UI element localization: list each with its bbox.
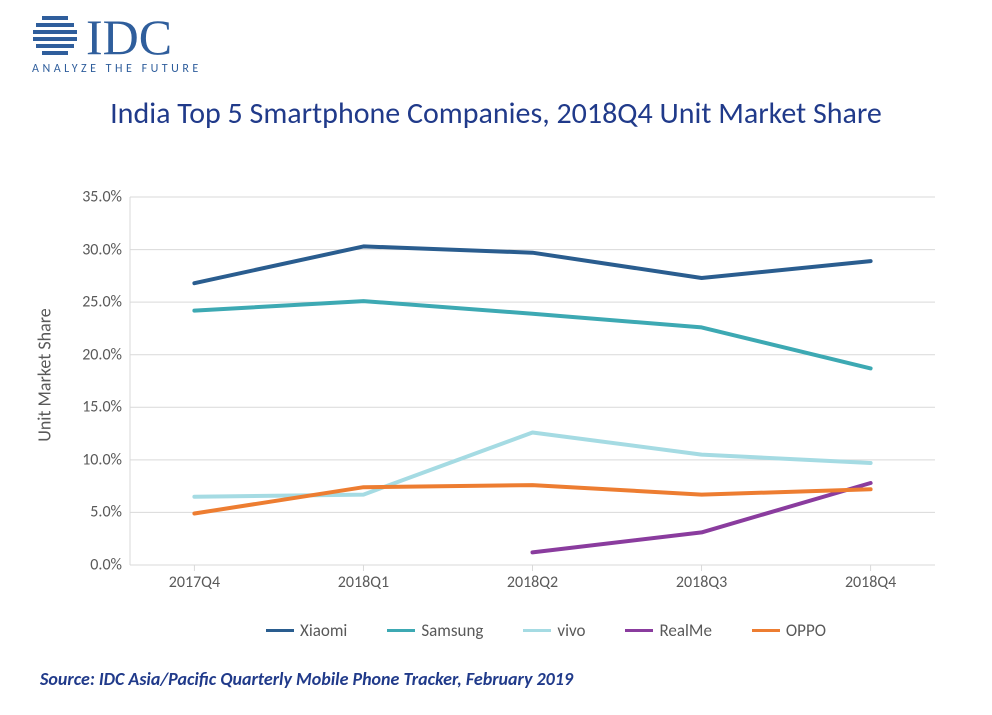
idc-logo-tagline: ANALYZE THE FUTURE <box>32 62 210 76</box>
legend-item-realme: RealMe <box>625 620 711 641</box>
y-tick-label: 5.0% <box>90 503 122 522</box>
idc-logo-text: IDC <box>86 10 172 60</box>
legend-label: OPPO <box>786 620 826 641</box>
series-line-xiaomi <box>194 246 870 283</box>
legend-label: Xiaomi <box>300 620 347 641</box>
legend-swatch <box>387 629 415 632</box>
chart-title: India Top 5 Smartphone Companies, 2018Q4… <box>0 95 992 133</box>
plot-svg <box>65 185 955 605</box>
y-tick-label: 0.0% <box>90 556 122 575</box>
series-line-oppo <box>194 485 870 513</box>
idc-logo-svg: IDC <box>30 10 210 60</box>
series-line-samsung <box>194 301 870 368</box>
legend-item-xiaomi: Xiaomi <box>266 620 347 641</box>
x-tick-label: 2018Q1 <box>338 573 389 592</box>
y-tick-label: 15.0% <box>82 398 122 417</box>
x-tick-label: 2017Q4 <box>169 573 220 592</box>
legend-item-vivo: vivo <box>523 620 585 641</box>
legend-item-oppo: OPPO <box>752 620 826 641</box>
y-tick-label: 10.0% <box>82 450 122 469</box>
page-root: IDC ANALYZE THE FUTURE India Top 5 Smart… <box>0 0 992 715</box>
y-tick-label: 35.0% <box>82 188 122 207</box>
source-line: Source: IDC Asia/Pacific Quarterly Mobil… <box>40 668 573 690</box>
y-axis-label-text: Unit Market Share <box>34 308 56 441</box>
legend-swatch <box>752 629 780 632</box>
legend-label: vivo <box>557 620 585 641</box>
y-axis-label: Unit Market Share <box>35 185 55 565</box>
y-tick-label: 30.0% <box>82 240 122 259</box>
legend-swatch <box>523 629 551 632</box>
legend-swatch <box>266 629 294 632</box>
y-tick-label: 25.0% <box>82 293 122 312</box>
legend-label: Samsung <box>421 620 483 641</box>
x-tick-label: 2018Q4 <box>845 573 896 592</box>
x-tick-label: 2018Q3 <box>676 573 727 592</box>
legend: Xiaomi Samsung vivo RealMe OPPO <box>160 620 932 641</box>
y-tick-label: 20.0% <box>82 345 122 364</box>
plot-area: 0.0% 5.0% 10.0% 15.0% 20.0% 25.0% 30.0% 35.0% 20… <box>65 185 955 605</box>
legend-label: RealMe <box>659 620 711 641</box>
x-tick-label: 2018Q2 <box>507 573 558 592</box>
idc-logo: IDC ANALYZE THE FUTURE <box>30 10 210 76</box>
legend-item-samsung: Samsung <box>387 620 483 641</box>
legend-swatch <box>625 629 653 632</box>
